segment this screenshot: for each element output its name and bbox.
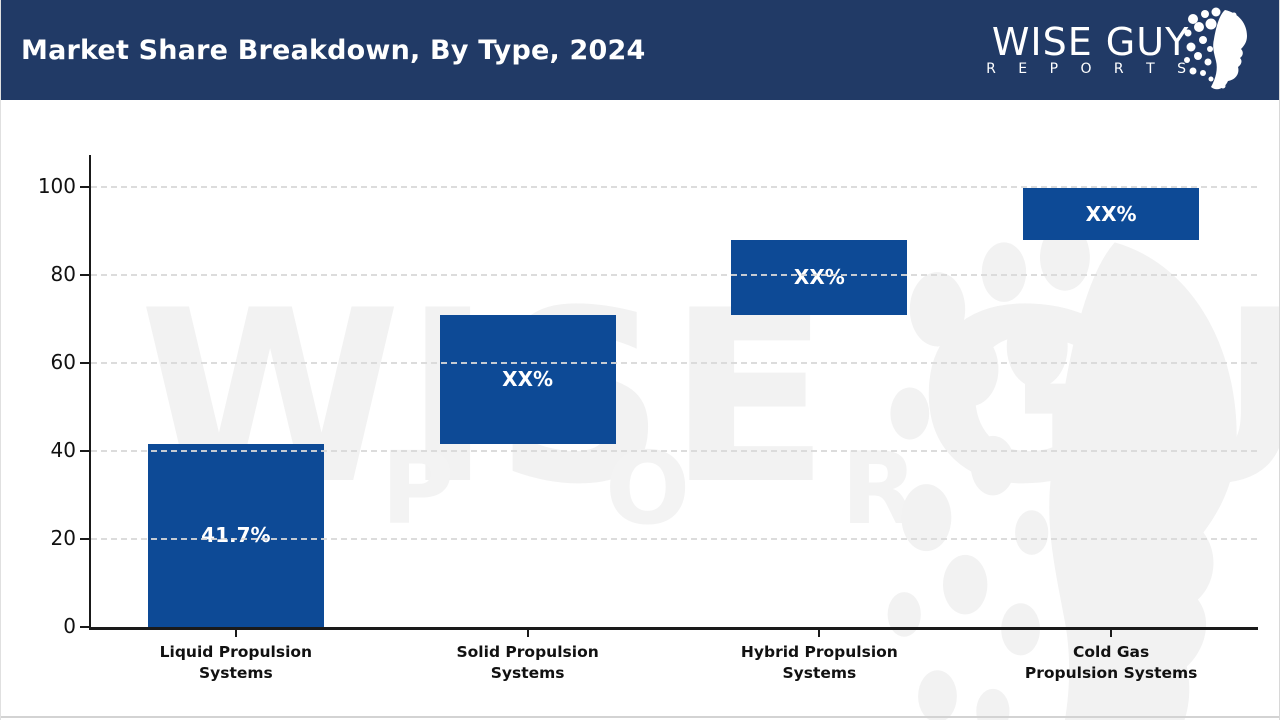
category-label: Hybrid Propulsion Systems <box>669 642 969 684</box>
y-tick-mark <box>80 362 89 364</box>
x-tick-mark <box>818 629 821 637</box>
category-label-line: Liquid Propulsion <box>159 643 313 661</box>
y-tick-label: 0 <box>63 614 76 638</box>
dotted-head-profile-icon <box>1184 7 1247 90</box>
chart-area: WISE GUY P O R T S 02040608010041.7%XX%X… <box>1 100 1279 720</box>
bar-value-label: XX% <box>793 265 845 290</box>
bar-value-label: XX% <box>1085 202 1137 227</box>
x-axis-line <box>89 627 1258 630</box>
category-label-line: Propulsion Systems <box>1024 664 1198 682</box>
category-label-line: Hybrid Propulsion <box>740 643 898 661</box>
logo-text: WISE GUY R E P O R T S <box>986 22 1195 78</box>
y-tick-mark <box>80 186 89 188</box>
category-label-line: Systems <box>782 664 857 682</box>
y-tick-mark <box>80 538 89 540</box>
y-tick-mark <box>80 450 89 452</box>
y-tick-mark <box>80 274 89 276</box>
category-label: Solid Propulsion Systems <box>378 642 678 684</box>
y-tick-label: 40 <box>50 438 76 462</box>
y-tick-label: 60 <box>50 350 76 374</box>
logo-brand-subtitle: R E P O R T S <box>986 61 1195 77</box>
bar-value-label: 41.7% <box>201 523 271 548</box>
grid-line <box>91 538 1257 540</box>
bar: 41.7% <box>147 443 324 627</box>
y-tick-label: 100 <box>37 174 76 198</box>
page-title: Market Share Breakdown, By Type, 2024 <box>21 34 646 66</box>
watermark-head-icon <box>887 223 1237 720</box>
category-label: Cold Gas Propulsion Systems <box>961 642 1261 684</box>
y-tick-mark <box>80 626 89 628</box>
category-label: Liquid Propulsion Systems <box>86 642 386 684</box>
x-tick-mark <box>526 629 529 637</box>
grid-line <box>91 450 1257 452</box>
bar: XX% <box>731 240 908 315</box>
header-bar: Market Share Breakdown, By Type, 2024 WI… <box>1 0 1279 100</box>
bar-value-label: XX% <box>502 367 554 392</box>
y-axis-line <box>89 155 91 629</box>
logo-brand-name: WISE GUY <box>991 20 1190 64</box>
category-label-line: Systems <box>198 664 273 682</box>
bar: XX% <box>1023 187 1200 241</box>
y-tick-label: 20 <box>50 526 76 550</box>
bar: XX% <box>439 314 616 444</box>
category-label-line: Solid Propulsion <box>456 643 599 661</box>
grid-line <box>91 186 1257 188</box>
y-tick-label: 80 <box>50 262 76 286</box>
x-tick-mark <box>234 629 237 637</box>
bottom-divider <box>1 716 1279 718</box>
grid-line <box>91 274 1257 276</box>
category-label-line: Systems <box>490 664 565 682</box>
x-tick-mark <box>1110 629 1113 637</box>
wiseguy-logo: WISE GUY R E P O R T S <box>986 7 1255 93</box>
grid-line <box>91 362 1257 364</box>
category-label-line: Cold Gas <box>1073 643 1150 661</box>
